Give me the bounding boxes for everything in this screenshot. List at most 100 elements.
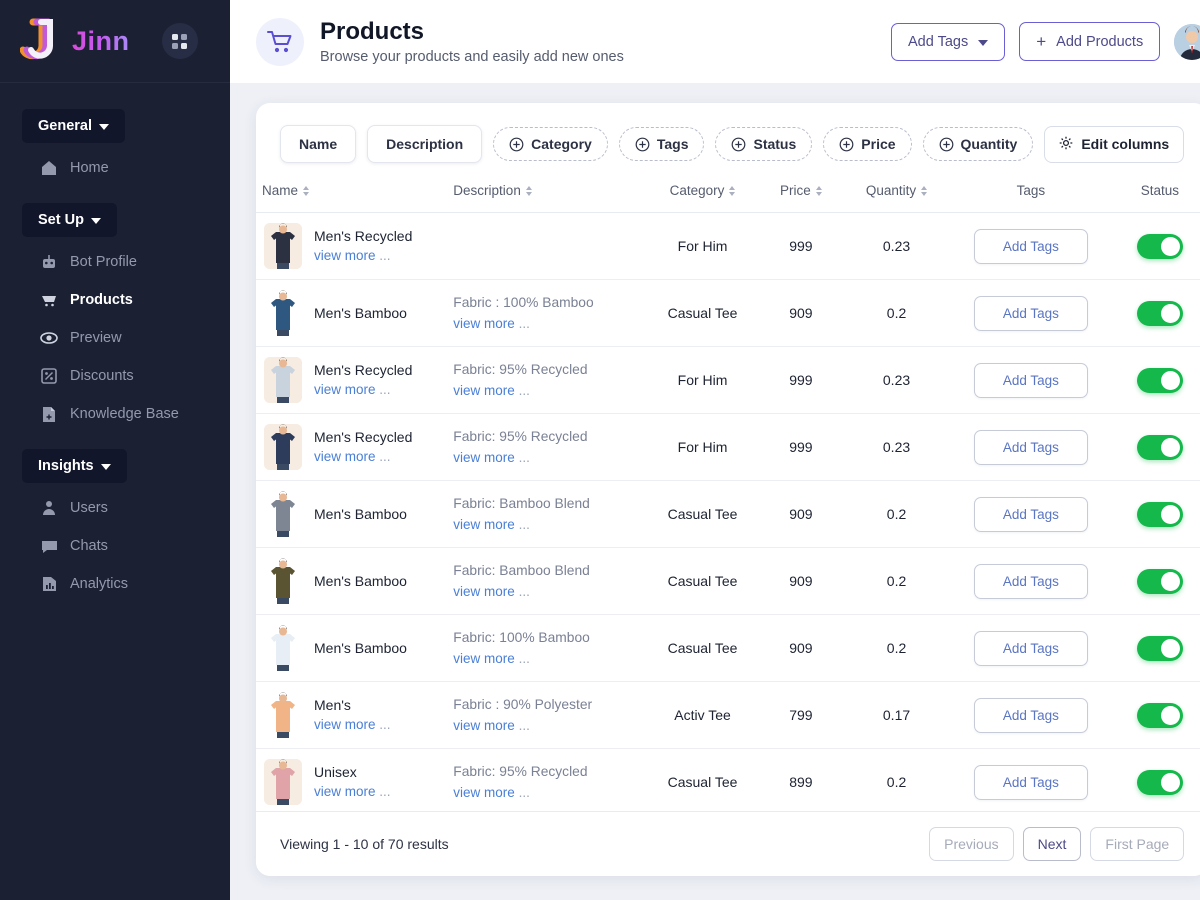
status-toggle[interactable]: [1136, 769, 1183, 795]
sidebar-item-chats[interactable]: Chats: [0, 527, 230, 565]
column-header-name[interactable]: Name: [256, 175, 447, 213]
products-table-scroll[interactable]: Name Description Category Price: [256, 175, 1200, 811]
column-header-tags-label: Tags: [1016, 183, 1046, 198]
add-tags-row-button[interactable]: Add Tags: [973, 496, 1088, 532]
user-icon: [40, 499, 58, 517]
add-tags-row-button[interactable]: Add Tags: [973, 228, 1088, 264]
filter-chip-name[interactable]: Name: [280, 125, 357, 163]
add-tags-row-button[interactable]: Add Tags: [973, 697, 1088, 733]
cell-name: Unisex view more ...: [256, 749, 447, 812]
table-row[interactable]: Men's Bamboo Fabric: Bamboo Blend view mor…: [256, 481, 1200, 548]
product-thumbnail: [264, 558, 302, 604]
previous-page-button[interactable]: Previous: [929, 827, 1014, 861]
product-description: Fabric : 100% Bamboo: [453, 294, 594, 310]
status-toggle[interactable]: [1136, 434, 1183, 460]
description-view-more-link[interactable]: view more ...: [453, 315, 530, 331]
cell-status: [1111, 615, 1200, 682]
first-page-button[interactable]: First Page: [1090, 827, 1185, 861]
add-tags-button[interactable]: Add Tags: [891, 22, 1006, 61]
main-area: Products Browse your products and easily…: [230, 0, 1200, 900]
cell-category: Activ Tee: [674, 707, 731, 723]
filter-chip-category[interactable]: Category: [493, 127, 608, 161]
add-tags-row-button[interactable]: Add Tags: [973, 362, 1088, 398]
chevron-down-icon: [100, 464, 111, 470]
add-products-button[interactable]: + Add Products: [1019, 22, 1161, 61]
status-toggle[interactable]: [1136, 568, 1183, 594]
table-row[interactable]: Men's Recycled view more ... Fabric: 95% R…: [256, 414, 1200, 481]
product-description: Fabric: 95% Recycled: [453, 428, 588, 444]
sidebar-item-analytics[interactable]: Analytics: [0, 565, 230, 603]
cell-tags: Add Tags: [950, 280, 1111, 347]
sort-arrows-icon: [525, 185, 532, 196]
name-view-more-link[interactable]: view more ...: [314, 717, 391, 733]
sidebar-item-users[interactable]: Users: [0, 489, 230, 527]
add-tags-row-button[interactable]: Add Tags: [973, 563, 1088, 599]
edit-columns-button[interactable]: Edit columns: [1044, 125, 1185, 163]
sidebar-item-home[interactable]: Home: [0, 149, 230, 187]
description-view-more-link[interactable]: view more ...: [453, 784, 530, 800]
sidebar-item-discounts[interactable]: Discounts: [0, 357, 230, 395]
cell-quantity: 0.23: [882, 238, 911, 254]
table-row[interactable]: Men's view more ... Fabric : 90% Polyester…: [256, 682, 1200, 749]
description-view-more-link[interactable]: view more ...: [453, 583, 530, 599]
sidebar-item-bot-profile[interactable]: Bot Profile: [0, 243, 230, 281]
brand-row: Jinn: [0, 0, 230, 83]
table-row[interactable]: Men's Bamboo Fabric: 100% Bamboo view more…: [256, 615, 1200, 682]
table-row[interactable]: Unisex view more ... Fabric: 95% Recycled v…: [256, 749, 1200, 812]
filter-chip-status[interactable]: Status: [715, 127, 813, 161]
description-view-more-link[interactable]: view more ...: [453, 650, 530, 666]
avatar[interactable]: [1174, 23, 1200, 60]
name-view-more-link[interactable]: view more ...: [314, 449, 391, 465]
column-header-description[interactable]: Description: [447, 175, 646, 213]
add-tags-row-button[interactable]: Add Tags: [973, 630, 1088, 666]
sidebar-group-general[interactable]: General: [22, 109, 125, 143]
grid-apps-icon[interactable]: [161, 23, 198, 59]
table-row[interactable]: Men's Bamboo Fabric : 100% Bamboo view mor…: [256, 280, 1200, 347]
sidebar-group-setup[interactable]: Set Up: [22, 203, 117, 237]
sidebar-item-knowledge-base[interactable]: Knowledge Base: [0, 395, 230, 433]
status-toggle[interactable]: [1136, 300, 1183, 326]
cell-price: 909: [789, 305, 813, 321]
add-tags-row-button[interactable]: Add Tags: [973, 295, 1088, 331]
column-header-price[interactable]: Price: [759, 175, 843, 213]
description-view-more-link[interactable]: view more ...: [453, 449, 530, 465]
jinn-j-logo-icon: [20, 18, 62, 64]
add-tags-row-button[interactable]: Add Tags: [973, 764, 1088, 800]
bar-chart-icon: [40, 575, 58, 593]
status-toggle[interactable]: [1136, 367, 1183, 393]
status-toggle[interactable]: [1136, 501, 1183, 527]
name-view-more-link[interactable]: view more ...: [314, 382, 391, 398]
table-row[interactable]: Men's Recycled view more ... Fabric: 95% R…: [256, 347, 1200, 414]
status-toggle[interactable]: [1136, 635, 1183, 661]
filter-chip-quantity[interactable]: Quantity: [922, 127, 1034, 161]
sort-arrows-icon: [303, 185, 310, 196]
brand-name: Jinn: [72, 25, 130, 56]
status-toggle[interactable]: [1136, 702, 1183, 728]
cell-status: [1111, 280, 1200, 347]
description-view-more-link[interactable]: view more ...: [453, 717, 530, 733]
cell-quantity: 0.2: [886, 573, 907, 589]
next-page-button[interactable]: Next: [1022, 827, 1082, 861]
column-header-quantity[interactable]: Quantity: [843, 175, 950, 213]
column-header-category[interactable]: Category: [646, 175, 759, 213]
filter-chip-tags[interactable]: Tags: [618, 127, 705, 161]
product-description: Fabric: 100% Bamboo: [453, 629, 590, 645]
cell-name: Men's Bamboo: [256, 280, 447, 347]
sidebar-item-products[interactable]: Products: [0, 281, 230, 319]
sidebar-item-preview[interactable]: Preview: [0, 319, 230, 357]
filter-chip-price[interactable]: Price: [823, 127, 912, 161]
name-view-more-link[interactable]: view more ...: [314, 248, 391, 264]
table-body: Men's Recycled view more ... For Him 999 0.2…: [256, 213, 1200, 812]
cell-price: 909: [789, 640, 813, 656]
description-view-more-link[interactable]: view more ...: [453, 516, 530, 532]
sidebar-group-insights[interactable]: Insights: [22, 449, 127, 483]
status-toggle[interactable]: [1136, 233, 1183, 259]
add-tags-row-button[interactable]: Add Tags: [973, 429, 1088, 465]
table-row[interactable]: Men's Bamboo Fabric: Bamboo Blend view mor…: [256, 548, 1200, 615]
filter-chip-description[interactable]: Description: [367, 125, 483, 163]
description-view-more-link[interactable]: view more ...: [453, 382, 530, 398]
name-view-more-link[interactable]: view more ...: [314, 784, 391, 800]
product-name: Men's: [314, 697, 351, 714]
chevron-down-icon: [99, 124, 109, 130]
table-row[interactable]: Men's Recycled view more ... For Him 999 0.2…: [256, 213, 1200, 280]
